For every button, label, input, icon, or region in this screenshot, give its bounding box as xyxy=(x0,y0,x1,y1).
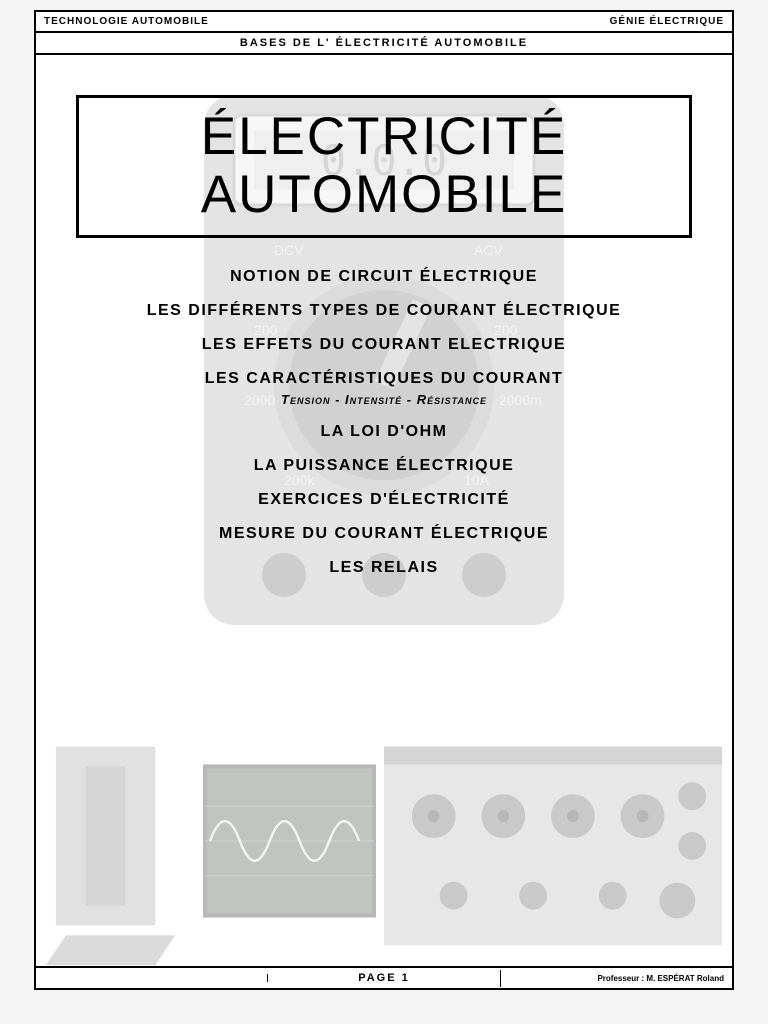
footer-row: PAGE 1 Professeur : M. ESPÉRAT Roland xyxy=(36,966,732,988)
topic-item: LA LOI D'OHM xyxy=(56,423,712,441)
content-area: 0.0.0 DCV ACV 200 200 2000 2000m 200k 10… xyxy=(36,55,732,966)
topic-item: LES DIFFÉRENTS TYPES DE COURANT ÉLECTRIQ… xyxy=(56,302,712,320)
main-title: ÉLECTRICITÉ AUTOMOBILE xyxy=(89,108,679,225)
footer-author: Professeur : M. ESPÉRAT Roland xyxy=(500,970,732,987)
footer-page: PAGE 1 xyxy=(268,968,499,988)
topic-item: LA PUISSANCE ÉLECTRIQUE xyxy=(56,457,712,475)
document-page: TECHNOLOGIE AUTOMOBILE GÉNIE ÉLECTRIQUE … xyxy=(34,10,734,990)
topic-subitem: Tension - Intensité - Résistance xyxy=(56,392,712,407)
svg-text:DCV: DCV xyxy=(274,242,304,258)
topic-item: LES RELAIS xyxy=(56,559,712,577)
footer-left xyxy=(36,974,268,982)
title-box: ÉLECTRICITÉ AUTOMOBILE xyxy=(76,95,692,238)
topic-item: EXERCICES D'ÉLECTRICITÉ xyxy=(56,491,712,509)
topics-list: NOTION DE CIRCUIT ÉLECTRIQUE LES DIFFÉRE… xyxy=(56,268,712,577)
svg-text:ACV: ACV xyxy=(474,242,503,258)
oscilloscope-illustration xyxy=(36,706,732,966)
header-row: TECHNOLOGIE AUTOMOBILE GÉNIE ÉLECTRIQUE xyxy=(36,12,732,33)
title-line2: AUTOMOBILE xyxy=(201,165,568,224)
topic-item: LES EFFETS DU COURANT ELECTRIQUE xyxy=(56,336,712,354)
header-right: GÉNIE ÉLECTRIQUE xyxy=(610,16,724,27)
topic-item: MESURE DU COURANT ÉLECTRIQUE xyxy=(56,525,712,543)
header-subtitle: BASES DE L' ÉLECTRICITÉ AUTOMOBILE xyxy=(36,33,732,55)
header-left: TECHNOLOGIE AUTOMOBILE xyxy=(44,16,209,27)
topic-item: LES CARACTÉRISTIQUES DU COURANT xyxy=(56,370,712,388)
title-line1: ÉLECTRICITÉ xyxy=(201,107,568,166)
topic-item: NOTION DE CIRCUIT ÉLECTRIQUE xyxy=(56,268,712,286)
